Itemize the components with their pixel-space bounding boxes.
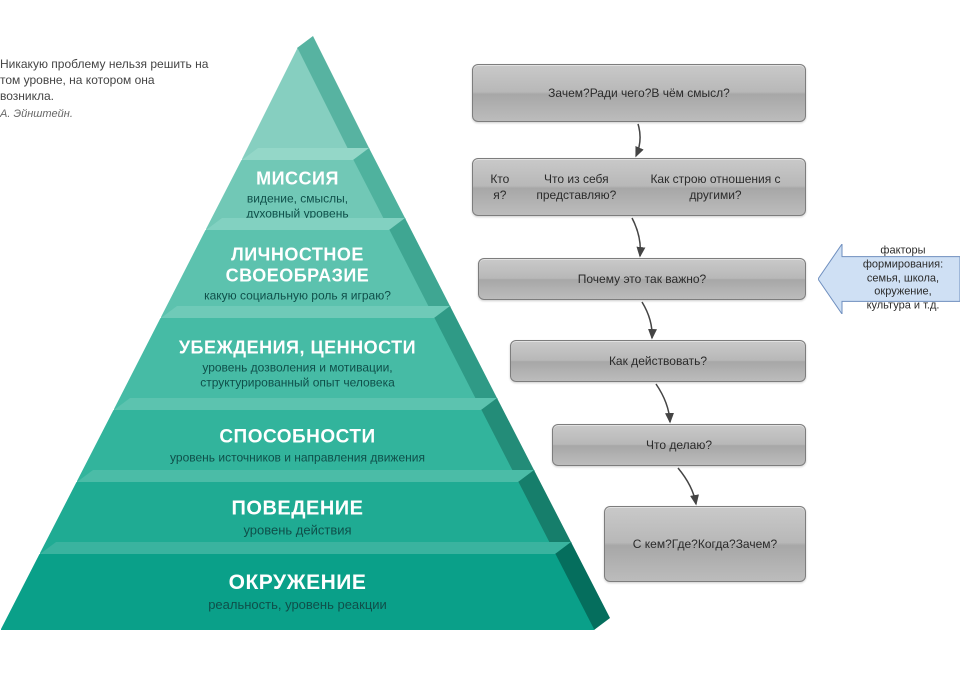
pyramid-apex [242,48,354,160]
flow-arrow-q1-q2 [636,124,640,156]
pyramid-tier-beliefs: УБЕЖДЕНИЯ, ЦЕННОСТИуровень дозволения и … [114,318,482,410]
factors-callout-text: факторы формирования:семья, школа, окруж… [850,245,956,314]
question-box-q2: Кто я?Что из себя представляю?Как строю … [472,158,806,216]
flow-arrow-q3-q4 [642,302,652,338]
question-box-q6: С кем?Где?Когда?Зачем? [604,506,806,582]
question-box-q3: Почему это так важно? [478,258,806,300]
factors-callout: факторы формирования:семья, школа, окруж… [818,244,960,314]
question-box-q4: Как действовать? [510,340,806,382]
pyramid-tier-identity: ЛИЧНОСТНОЕСВОЕОБРАЗИЕкакую социальную ро… [161,230,435,318]
diagram-stage: { "canvas": { "width": 960, "height": 69… [0,0,960,691]
question-box-q1: Зачем?Ради чего?В чём смысл? [472,64,806,122]
flow-arrow-q2-q3 [632,218,640,256]
pyramid: МИССИЯвидение, смыслы,духовный уровеньЛИ… [0,48,595,630]
pyramid-tier-environment: ОКРУЖЕНИЕреальность, уровень реакции [1,554,595,630]
question-box-q5: Что делаю? [552,424,806,466]
flow-arrow-q5-q6 [678,468,696,504]
flow-arrow-q4-q5 [656,384,670,422]
